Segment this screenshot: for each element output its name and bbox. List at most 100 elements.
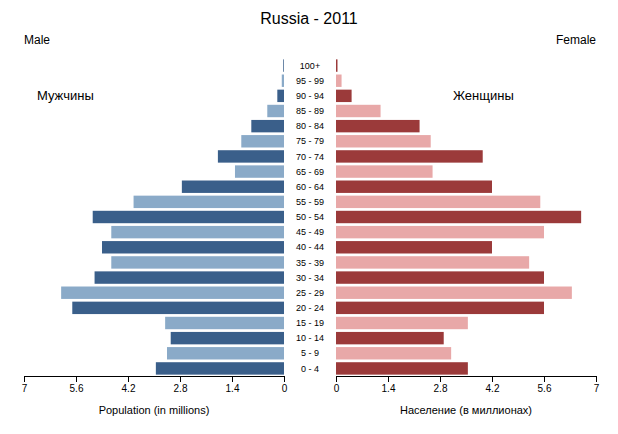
bar — [134, 196, 284, 208]
tick: 7 — [22, 376, 28, 394]
tick-label: 0 — [282, 383, 288, 394]
title: Russia - 2011 — [260, 10, 358, 27]
category-label: 70 - 74 — [296, 152, 324, 162]
category-label: 0 - 4 — [301, 364, 319, 374]
tick: 5.6 — [538, 376, 552, 394]
category-label: 90 - 94 — [296, 91, 324, 101]
bar — [182, 181, 284, 193]
category-label: 5 - 9 — [301, 348, 319, 358]
tick-label: 2.8 — [434, 383, 448, 394]
bar — [336, 317, 468, 329]
bar — [336, 181, 492, 193]
tick-label: 7 — [22, 383, 28, 394]
tick: 2.8 — [174, 376, 188, 394]
bar — [95, 271, 284, 283]
series-label: Female — [556, 33, 596, 47]
tick-mark — [388, 376, 389, 382]
tick-mark — [492, 376, 493, 382]
bar — [167, 347, 284, 359]
bar — [336, 75, 342, 87]
bar — [93, 211, 284, 223]
tick: 1.4 — [226, 376, 240, 394]
bar — [156, 362, 284, 374]
tick: 0 — [282, 376, 288, 394]
bar — [111, 256, 284, 268]
axis-line — [337, 377, 597, 383]
bar — [235, 165, 284, 177]
tick: 0 — [334, 376, 340, 394]
annotation: Женщины — [453, 88, 514, 103]
tick: 5.6 — [70, 376, 84, 394]
tick-mark — [24, 376, 25, 382]
annotation: Мужчины — [37, 88, 94, 103]
bar — [336, 135, 431, 147]
axis-title: Население (в миллионах) — [400, 404, 532, 416]
bar — [336, 256, 529, 268]
bar — [336, 59, 337, 71]
tick-label: 5.6 — [538, 383, 552, 394]
category-labels: 100+ 95 - 99 90 - 94 85 - 89 80 - 84 75 - 79 7… — [296, 61, 324, 374]
bars — [336, 59, 581, 374]
category-label: 55 - 59 — [296, 197, 324, 207]
category-label: 100+ — [300, 61, 320, 71]
tick-label: 1.4 — [382, 383, 396, 394]
tick-label: 1.4 — [226, 383, 240, 394]
category-label: 25 - 29 — [296, 288, 324, 298]
tick-label: 5.6 — [70, 383, 84, 394]
tick-mark — [128, 376, 129, 382]
category-label: 65 - 69 — [296, 167, 324, 177]
category-label: 95 - 99 — [296, 76, 324, 86]
tick-mark — [596, 376, 597, 382]
tick: 4.2 — [122, 376, 136, 394]
tick-label: 4.2 — [486, 383, 500, 394]
bar — [336, 302, 544, 314]
bar — [336, 150, 483, 162]
axis-line — [25, 377, 285, 383]
tick-label: 0 — [334, 383, 340, 394]
bar — [336, 226, 544, 238]
axis-title: Population (in millions) — [99, 404, 210, 416]
bar — [336, 120, 420, 132]
bar — [218, 150, 284, 162]
category-label: 50 - 54 — [296, 212, 324, 222]
bar — [336, 332, 444, 344]
category-label: 75 - 79 — [296, 136, 324, 146]
category-label: 35 - 39 — [296, 258, 324, 268]
tick: 2.8 — [434, 376, 448, 394]
bar — [336, 287, 572, 299]
bar — [251, 120, 284, 132]
x-axis: 0 1.4 2.8 4.2 5.6 7 — [334, 376, 600, 394]
bar — [241, 135, 284, 147]
bar — [171, 332, 284, 344]
tick: 4.2 — [486, 376, 500, 394]
bar — [72, 302, 284, 314]
category-label: 60 - 64 — [296, 182, 324, 192]
bar — [336, 362, 468, 374]
bar — [165, 317, 284, 329]
bar — [61, 287, 284, 299]
category-label: 40 - 44 — [296, 242, 324, 252]
bar — [102, 241, 284, 253]
tick-mark — [232, 376, 233, 382]
tick-mark — [440, 376, 441, 382]
tick-label: 2.8 — [174, 383, 188, 394]
category-label: 80 - 84 — [296, 121, 324, 131]
tick-mark — [284, 376, 285, 382]
tick: 1.4 — [382, 376, 396, 394]
bar — [336, 347, 451, 359]
bar — [267, 105, 284, 117]
category-label: 85 - 89 — [296, 106, 324, 116]
category-label: 15 - 19 — [296, 318, 324, 328]
tick: 7 — [594, 376, 600, 394]
bar — [336, 241, 492, 253]
tick-mark — [336, 376, 337, 382]
category-label: 45 - 49 — [296, 227, 324, 237]
tick-mark — [180, 376, 181, 382]
bar — [336, 90, 352, 102]
tick-mark — [76, 376, 77, 382]
category-label: 10 - 14 — [296, 333, 324, 343]
bar — [336, 165, 433, 177]
tick-label: 7 — [594, 383, 600, 394]
bar — [111, 226, 284, 238]
bars — [61, 59, 284, 374]
